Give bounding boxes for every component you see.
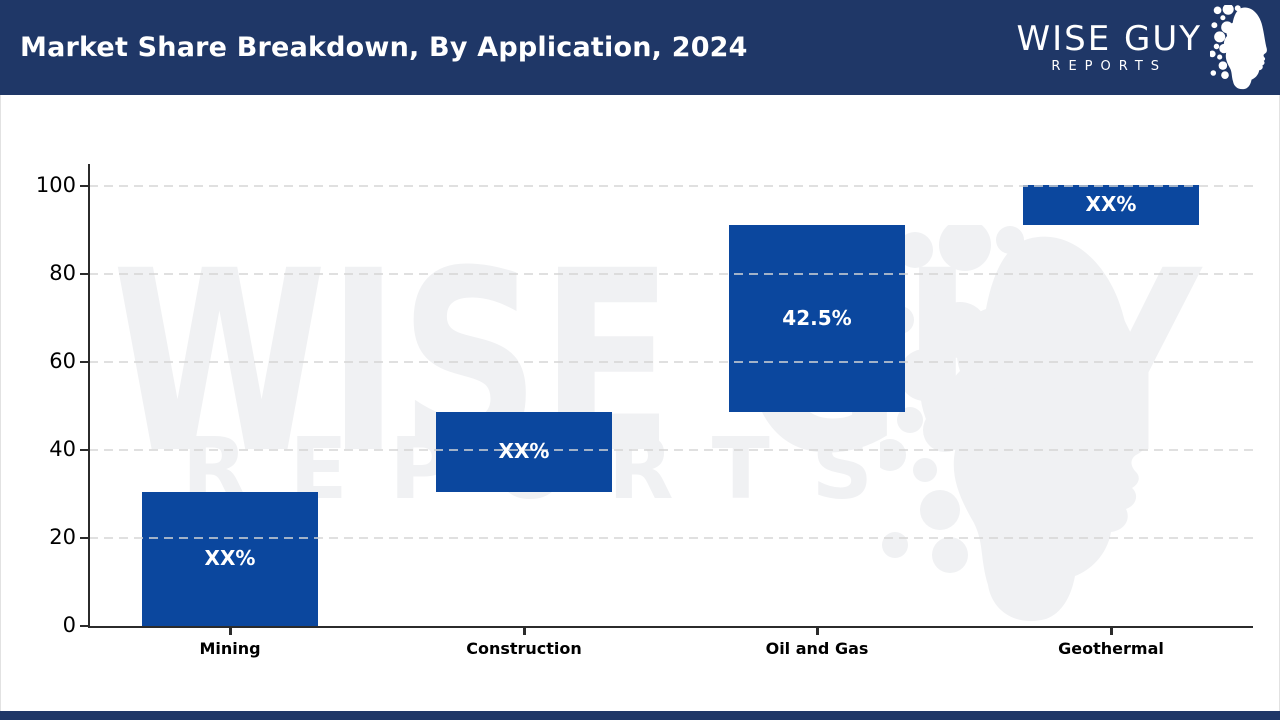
watermark-reports-text: REPORTS (182, 420, 915, 519)
brand-logo: WISE GUY REPORTS (1016, 19, 1202, 75)
page-title: Market Share Breakdown, By Application, … (20, 32, 748, 63)
y-tick-mark (80, 625, 88, 627)
footer-bar (0, 711, 1280, 720)
y-tick-label: 40 (49, 437, 76, 461)
x-tick-mark (1110, 626, 1113, 635)
y-tick-mark (80, 449, 88, 451)
watermark-head-dots-graphic (880, 225, 1148, 622)
x-tick-mark (229, 626, 232, 635)
x-category-label-construction: Construction (466, 639, 582, 658)
y-tick-label: 20 (49, 525, 76, 549)
bar-value-label: XX% (204, 546, 256, 571)
x-category-label-oil-and-gas: Oil and Gas (765, 639, 869, 658)
x-tick-mark (523, 626, 526, 635)
y-tick-label: 100 (35, 173, 76, 197)
y-tick-mark (80, 537, 88, 539)
y-tick-mark (80, 185, 88, 187)
header-bar: Market Share Breakdown, By Application, … (0, 0, 1280, 95)
y-tick-label: 0 (62, 613, 76, 637)
brand-logo-reports-text: REPORTS (1051, 59, 1168, 75)
y-axis-spine (87, 164, 90, 628)
brand-logo-wiseguy-text: WISE GUY (1016, 19, 1202, 59)
y-tick-label: 60 (49, 349, 76, 373)
x-category-label-geothermal: Geothermal (1058, 639, 1164, 658)
y-tick-label: 80 (49, 261, 76, 285)
x-category-label-mining: Mining (199, 639, 261, 658)
y-tick-mark (80, 361, 88, 363)
y-tick-mark (80, 273, 88, 275)
brand-logo-head-icon (1210, 5, 1267, 90)
x-axis-spine (87, 625, 1253, 628)
x-tick-mark (816, 626, 819, 635)
bar-value-label: XX% (1085, 192, 1137, 217)
